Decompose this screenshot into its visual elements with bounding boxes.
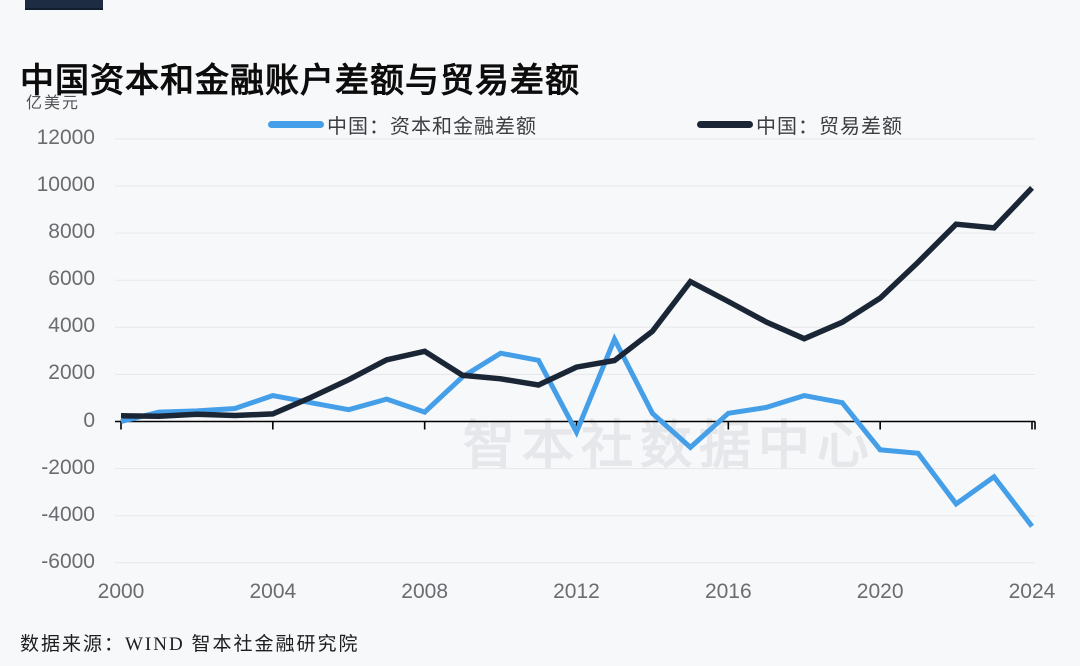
legend-swatch-trade-balance — [697, 120, 753, 128]
chart-legend: 中国：资本和金融差额 中国：贸易差额 — [0, 112, 1080, 138]
legend-swatch-capital-account — [268, 120, 324, 128]
y-axis-unit-label: 亿美元 — [26, 95, 81, 112]
legend-item-trade-balance: 中国：贸易差额 — [697, 112, 903, 138]
legend-label-capital-account: 中国：资本和金融差额 — [327, 115, 537, 138]
accent-bar — [25, 0, 103, 10]
data-source-note: 数据来源：WIND 智本社金融研究院 — [20, 634, 360, 655]
legend-item-capital-account: 中国：资本和金融差额 — [268, 112, 537, 138]
page-title: 中国资本和金融账户差额与贸易差额 — [20, 61, 580, 100]
capital-account-line — [120, 333, 1034, 528]
legend-label-trade-balance: 中国：贸易差额 — [756, 115, 903, 138]
trade-balance-line — [120, 186, 1034, 419]
